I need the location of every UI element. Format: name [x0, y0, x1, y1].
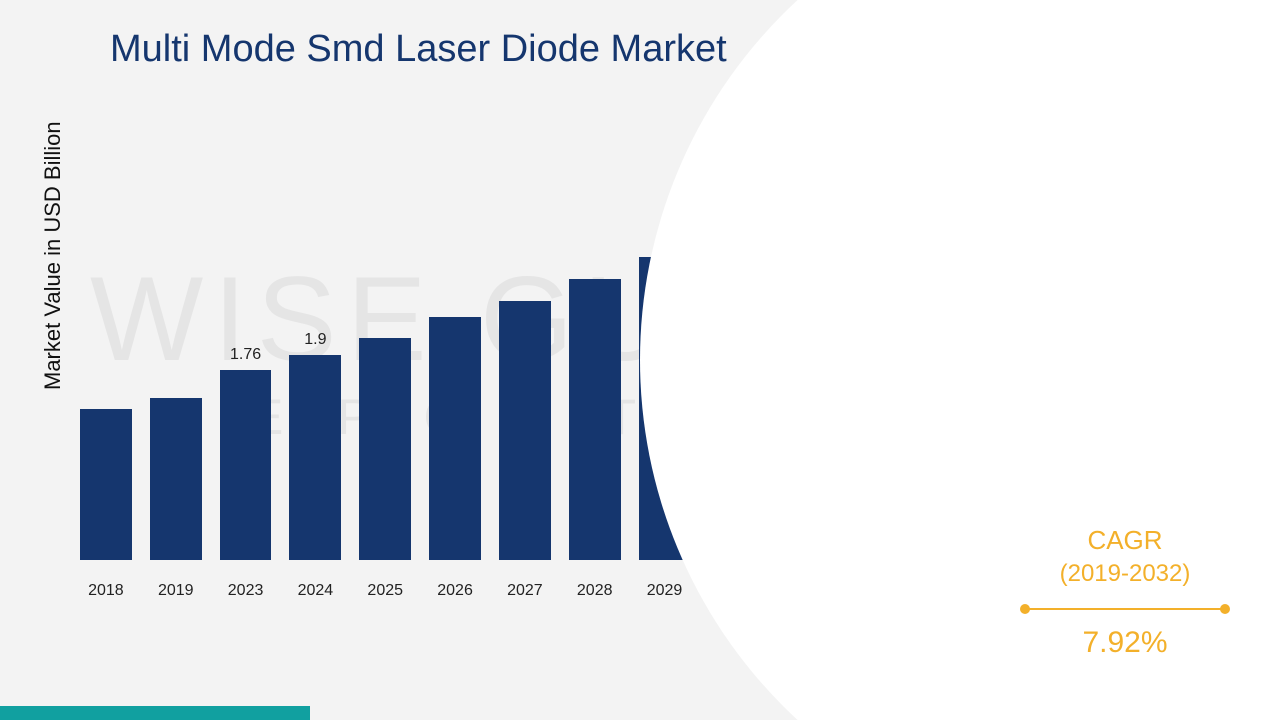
accent-bar: [0, 706, 310, 720]
brand-logo: WISE GUY R E P O R T S: [1040, 18, 1260, 65]
right-sidebar: WISE GUY R E P O R T S CAGR (2019-2032) …: [970, 0, 1280, 720]
bar-wrap: [150, 374, 202, 560]
bar-wrap: [359, 314, 411, 560]
bar: [569, 279, 621, 560]
y-axis-label: Market Value in USD Billion: [40, 121, 66, 390]
brand-line1: WISE GUY: [1040, 18, 1260, 49]
x-tick-label: 2024: [289, 582, 341, 600]
x-tick-label: 2029: [639, 582, 691, 600]
bar: [220, 370, 272, 560]
bar-wrap: [80, 385, 132, 560]
bar: [150, 398, 202, 560]
bar: [359, 338, 411, 560]
bar: [80, 409, 132, 560]
bar: [499, 301, 551, 560]
x-tick-label: 2019: [150, 582, 202, 600]
cagr-label: CAGR: [970, 525, 1280, 556]
bar-wrap: 1.9: [289, 331, 341, 560]
cagr-range: (2019-2032): [970, 560, 1280, 588]
cagr-divider: [1025, 608, 1225, 610]
chart-canvas: WISE GUY R E P O R T S Multi Mode Smd La…: [0, 0, 1280, 720]
x-tick-label: 2026: [429, 582, 481, 600]
cagr-value: 7.92%: [970, 626, 1280, 660]
chart-title: Multi Mode Smd Laser Diode Market: [110, 28, 727, 71]
bar: [429, 317, 481, 560]
x-tick-label: 2028: [569, 582, 621, 600]
logo-head-icon: [950, 12, 1050, 102]
bar-wrap: [499, 277, 551, 560]
bar-wrap: [569, 255, 621, 560]
brand-line2: R E P O R T S: [1040, 49, 1260, 65]
x-tick-label: 2025: [359, 582, 411, 600]
cagr-block: CAGR (2019-2032) 7.92%: [970, 525, 1280, 660]
x-tick-label: 2018: [80, 582, 132, 600]
x-tick-label: 2023: [220, 582, 272, 600]
bar-wrap: 1.76: [220, 346, 272, 560]
bar-value-label: 1.76: [230, 346, 261, 364]
bar-wrap: [429, 293, 481, 560]
bar-value-label: 1.9: [304, 331, 326, 349]
x-tick-label: 2027: [499, 582, 551, 600]
bar: [289, 355, 341, 560]
